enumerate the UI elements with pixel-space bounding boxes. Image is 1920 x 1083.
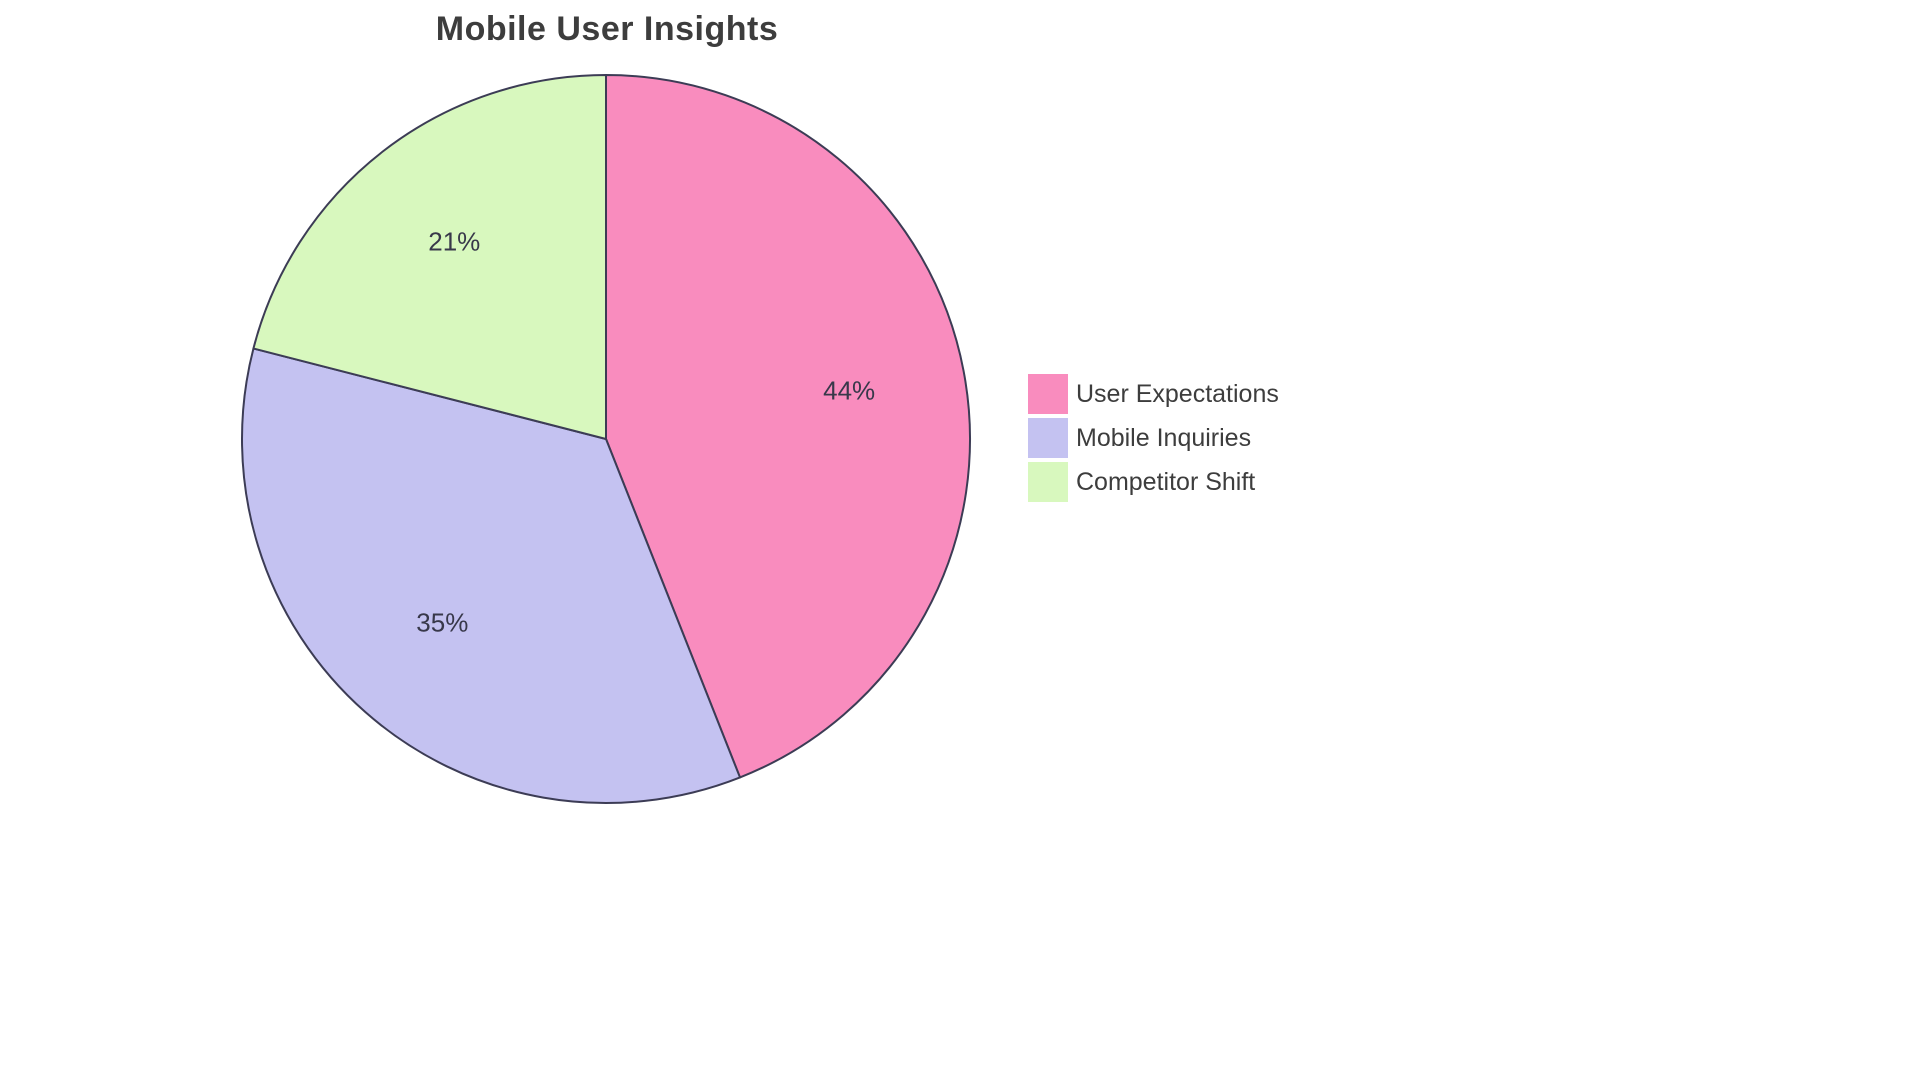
pie-slice-label-mobile-inquiries: 35% [416, 608, 468, 638]
legend-item-competitor-shift: Competitor Shift [1028, 460, 1279, 504]
pie-slice-user-expectations [605, 74, 971, 779]
legend: User Expectations Mobile Inquiries Compe… [1028, 372, 1279, 504]
pie-slice-competitor-shift [252, 74, 607, 440]
pie-slice-label-competitor-shift: 21% [428, 226, 480, 256]
legend-swatch-competitor-shift [1028, 462, 1068, 502]
pie-slice-mobile-inquiries [241, 347, 741, 804]
legend-swatch-user-expectations [1028, 374, 1068, 414]
chart-title: Mobile User Insights [435, 10, 779, 48]
legend-swatch-mobile-inquiries [1028, 418, 1068, 458]
legend-item-user-expectations: User Expectations [1028, 372, 1279, 416]
legend-label-user-expectations: User Expectations [1076, 379, 1279, 408]
pie-slice-label-user-expectations: 44% [823, 375, 875, 405]
legend-label-mobile-inquiries: Mobile Inquiries [1076, 423, 1252, 452]
legend-label-competitor-shift: Competitor Shift [1076, 467, 1256, 496]
legend-item-mobile-inquiries: Mobile Inquiries [1028, 416, 1279, 460]
